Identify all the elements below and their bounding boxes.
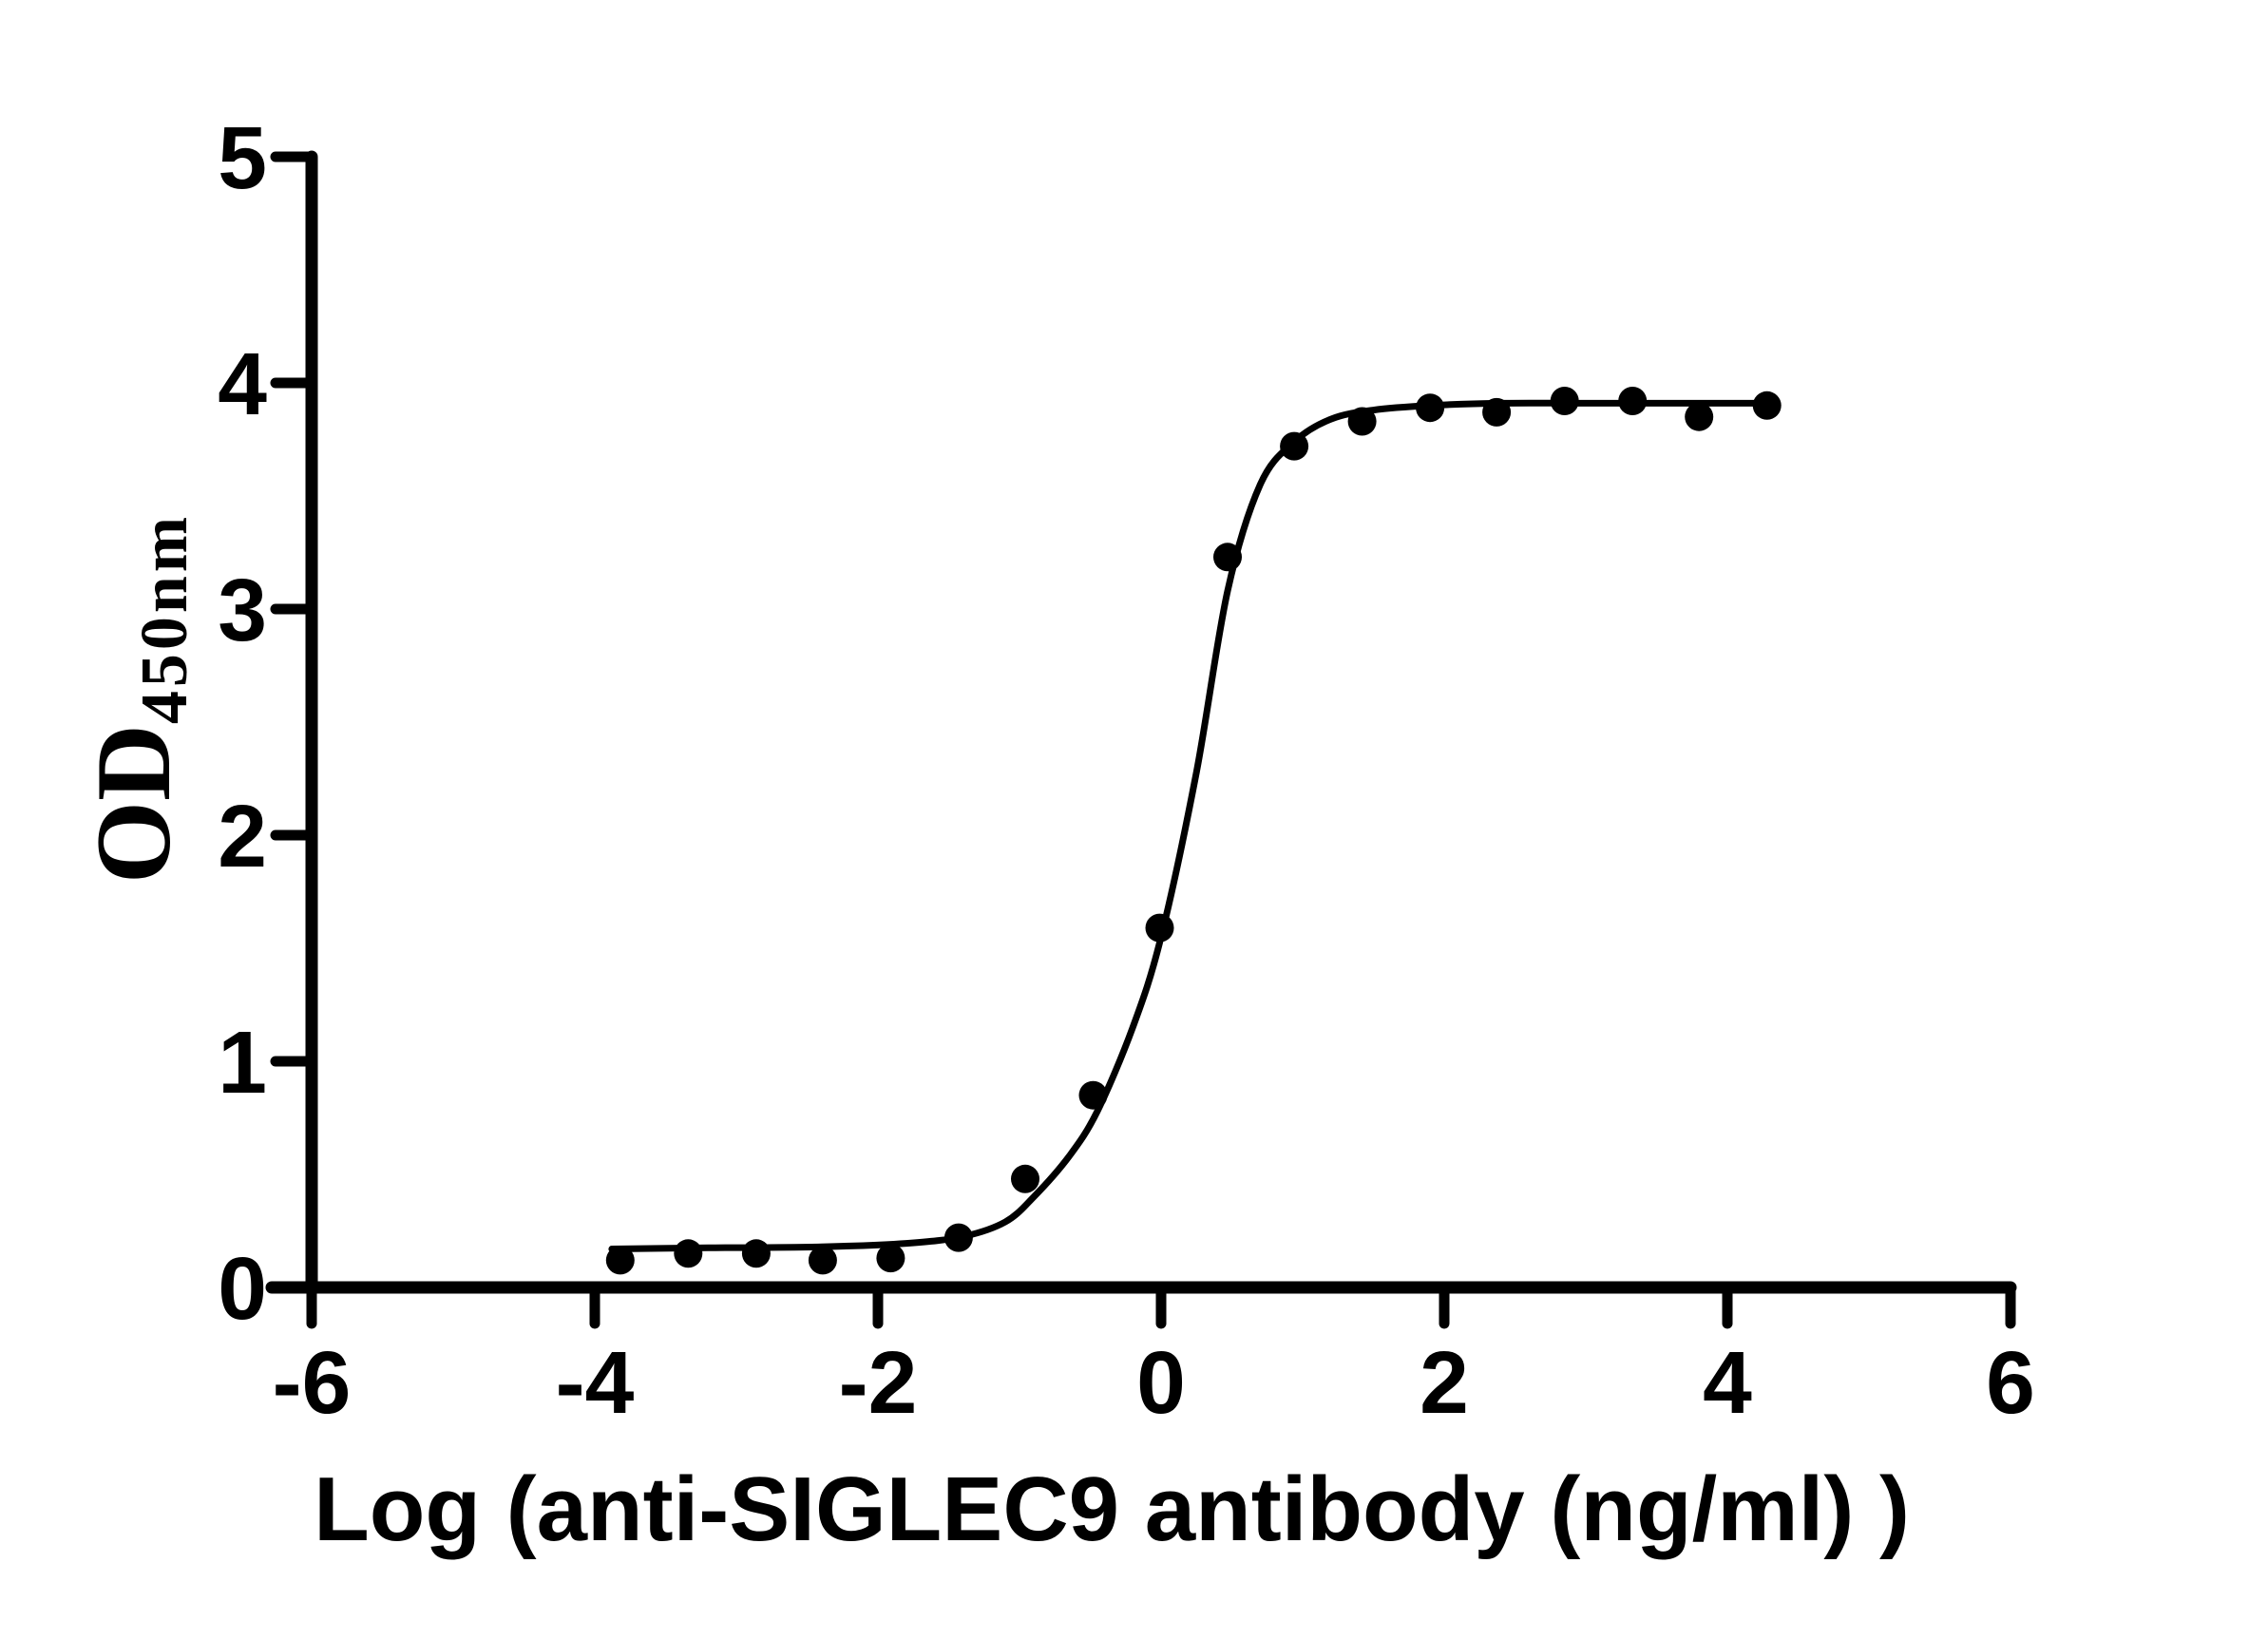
axis-tick-labels: -6 -4 -2 0 2 4 6 0 1 2 3 4 5 xyxy=(218,108,2035,1432)
data-point xyxy=(605,1246,635,1275)
data-point xyxy=(1145,913,1174,943)
data-point xyxy=(1685,402,1714,431)
data-point xyxy=(943,1223,973,1252)
data-point xyxy=(674,1239,703,1268)
data-point xyxy=(1752,391,1782,420)
x-tick-label: -6 xyxy=(273,1333,352,1432)
data-point xyxy=(1347,407,1377,436)
x-axis-title: Log (anti-SIGLEC9 antibody (ng/ml) ) xyxy=(314,1458,1910,1560)
y-tick-label: 4 xyxy=(218,334,267,433)
data-point xyxy=(876,1244,905,1273)
y-tick-label: 1 xyxy=(218,1013,267,1112)
axis-ticks xyxy=(270,151,2016,1329)
data-points xyxy=(605,387,1782,1275)
x-tick-label: 4 xyxy=(1703,1333,1752,1432)
data-point xyxy=(1280,431,1309,461)
x-tick-label: 0 xyxy=(1136,1333,1186,1432)
data-point xyxy=(1078,1080,1108,1110)
data-point xyxy=(1618,387,1648,415)
data-point xyxy=(1482,397,1512,427)
x-tick-label: 6 xyxy=(1986,1333,2035,1432)
fit-curve xyxy=(608,399,1771,1253)
x-tick-label: 2 xyxy=(1420,1333,1469,1432)
y-tick-label: 5 xyxy=(218,108,267,207)
y-axis-title-subscript: 450nm xyxy=(128,513,201,724)
y-axis-title-main: OD xyxy=(75,724,193,884)
data-point xyxy=(1213,543,1242,572)
y-tick-label: 3 xyxy=(218,561,267,659)
data-point xyxy=(1416,393,1445,423)
data-point xyxy=(808,1246,837,1275)
data-point xyxy=(741,1239,771,1268)
y-axis-title: OD450nm xyxy=(75,513,201,884)
data-point xyxy=(1550,387,1579,415)
y-tick-label: 2 xyxy=(218,787,267,886)
y-tick-label: 0 xyxy=(218,1239,267,1338)
data-point xyxy=(1011,1164,1039,1193)
x-tick-label: -2 xyxy=(839,1333,918,1432)
x-tick-label: -4 xyxy=(556,1333,635,1432)
axes xyxy=(265,150,2017,1294)
